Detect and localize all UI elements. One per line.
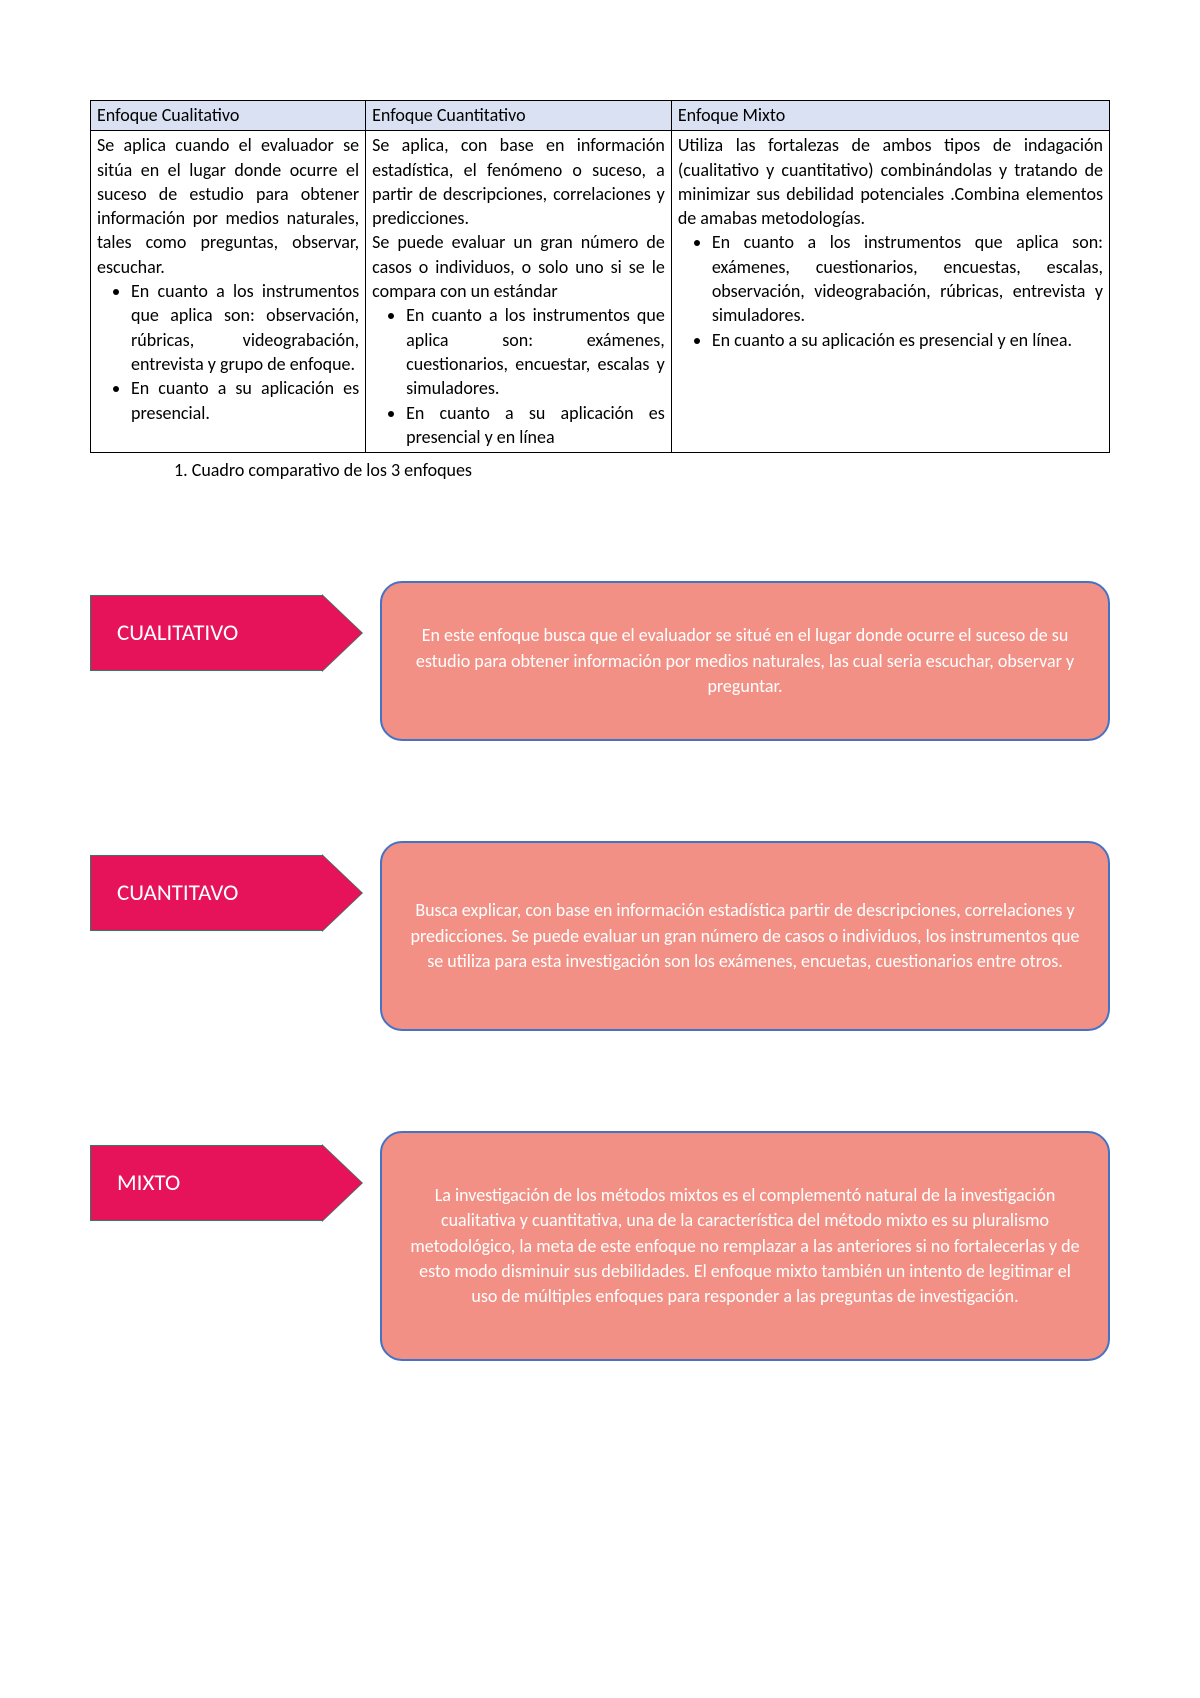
cell-bullet: En cuanto a su aplicación es presencial.	[131, 376, 359, 425]
diagram-row: CUANTITAVO Busca explicar, con base en in…	[90, 841, 1110, 1031]
description-bubble: En este enfoque busca que el evaluador s…	[380, 581, 1110, 741]
arrow-wrap: MIXTO	[90, 1131, 380, 1221]
cell-bullet: En cuanto a los instrumentos que aplica …	[712, 230, 1103, 327]
cell-paragraph: Se aplica, con base en información estad…	[372, 133, 665, 230]
arrow-wrap: CUALITATIVO	[90, 581, 380, 671]
description-bubble: La investigación de los métodos mixtos e…	[380, 1131, 1110, 1361]
cell-bullet: En cuanto a su aplicación es presencial …	[712, 328, 1103, 352]
table-header: Enfoque Cualitativo	[91, 101, 366, 131]
table-cell-cuantitativo: Se aplica, con base en información estad…	[366, 131, 672, 453]
bubble-text: Busca explicar, con base en información …	[382, 872, 1108, 1000]
arrow-text: CUANTITAVO	[90, 855, 322, 931]
arrow-head-icon	[322, 595, 362, 671]
comparison-table: Enfoque Cualitativo Enfoque Cuantitativo…	[90, 100, 1110, 453]
arrow-text: MIXTO	[90, 1145, 322, 1221]
diagram-rows: CUALITATIVO En este enfoque busca que el …	[90, 581, 1110, 1361]
cell-intro: Se aplica cuando el evaluador se sitúa e…	[97, 133, 359, 279]
arrow-head-icon	[322, 1145, 362, 1221]
arrow-text: CUALITATIVO	[90, 595, 322, 671]
bubble-text: La investigación de los métodos mixtos e…	[382, 1157, 1108, 1335]
bubble-text: En este enfoque busca que el evaluador s…	[382, 597, 1108, 725]
table-cell-cualitativo: Se aplica cuando el evaluador se sitúa e…	[91, 131, 366, 453]
table-caption: 1. Cuadro comparativo de los 3 enfoques	[174, 459, 1110, 481]
cell-bullet: En cuanto a los instrumentos que aplica …	[406, 303, 665, 400]
cell-bullet: En cuanto a su aplicación es presencial …	[406, 401, 665, 450]
cell-intro: Utiliza las fortalezas de ambos tipos de…	[678, 133, 1103, 230]
arrow-label: CUANTITAVO	[90, 855, 380, 931]
cell-paragraph: Se puede evaluar un gran número de casos…	[372, 230, 665, 303]
arrow-wrap: CUANTITAVO	[90, 841, 380, 931]
arrow-head-icon	[322, 855, 362, 931]
diagram-row: MIXTO La investigación de los métodos mix…	[90, 1131, 1110, 1361]
arrow-label: CUALITATIVO	[90, 595, 380, 671]
table-header: Enfoque Cuantitativo	[366, 101, 672, 131]
cell-bullet: En cuanto a los instrumentos que aplica …	[131, 279, 359, 376]
arrow-label: MIXTO	[90, 1145, 380, 1221]
description-bubble: Busca explicar, con base en información …	[380, 841, 1110, 1031]
diagram-row: CUALITATIVO En este enfoque busca que el …	[90, 581, 1110, 741]
table-header: Enfoque Mixto	[671, 101, 1109, 131]
table-cell-mixto: Utiliza las fortalezas de ambos tipos de…	[671, 131, 1109, 453]
